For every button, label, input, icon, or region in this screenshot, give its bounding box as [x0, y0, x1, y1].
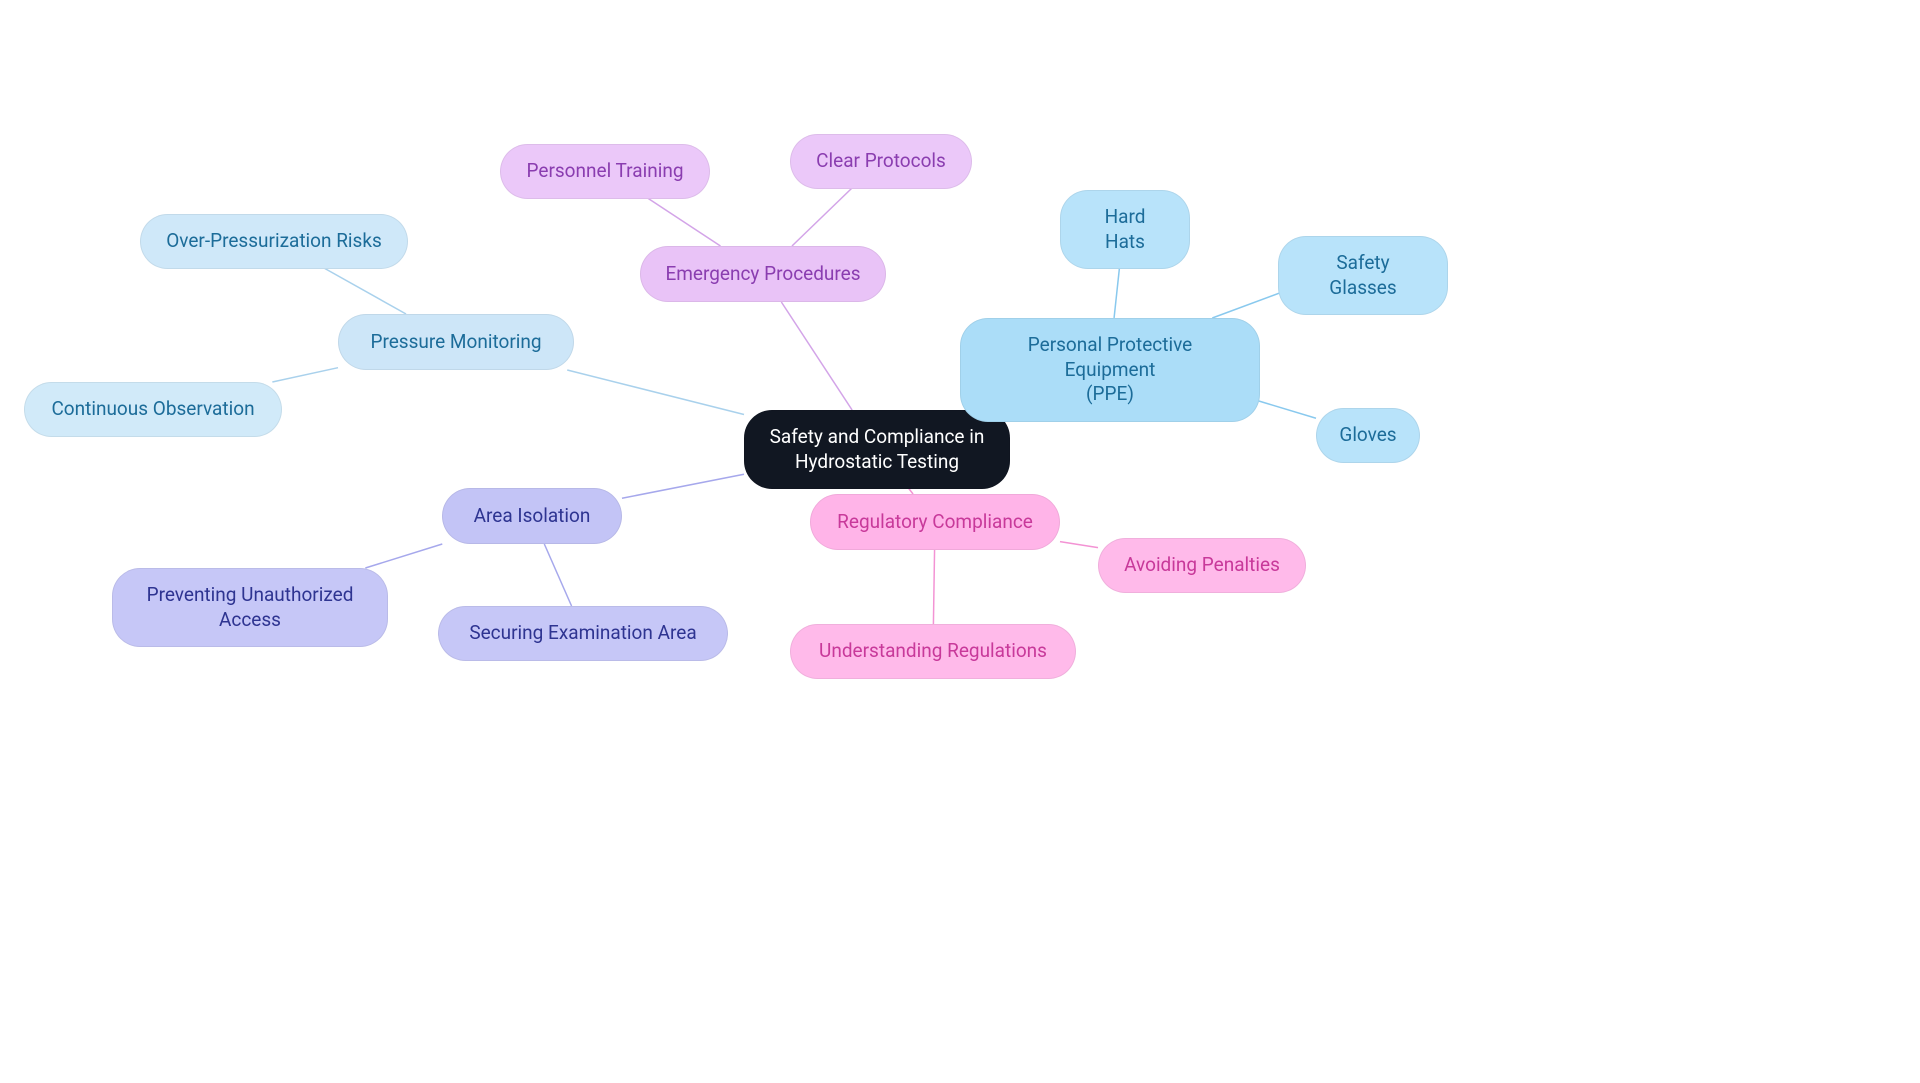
edge	[645, 196, 721, 246]
node-gloves: Gloves	[1316, 408, 1420, 463]
node-label: Over-Pressurization Risks	[166, 229, 382, 254]
node-penalties: Avoiding Penalties	[1098, 538, 1306, 593]
edge	[320, 266, 406, 314]
node-ppe: Personal Protective Equipment (PPE)	[960, 318, 1260, 422]
node-label: Emergency Procedures	[665, 262, 860, 287]
node-label: Avoiding Penalties	[1124, 553, 1280, 578]
node-label: Clear Protocols	[816, 149, 946, 174]
edge	[1060, 542, 1098, 548]
node-label: Regulatory Compliance	[837, 510, 1033, 535]
edge	[933, 550, 934, 624]
node-pressure: Pressure Monitoring	[338, 314, 574, 370]
node-label: Securing Examination Area	[469, 621, 696, 646]
node-training: Personnel Training	[500, 144, 710, 199]
node-label: Continuous Observation	[51, 397, 254, 422]
node-prevent: Preventing Unauthorized Access	[112, 568, 388, 647]
node-label: Personal Protective Equipment (PPE)	[983, 333, 1237, 407]
node-label: Safety and Compliance in Hydrostatic Tes…	[770, 425, 985, 474]
node-understand: Understanding Regulations	[790, 624, 1076, 679]
node-emergency: Emergency Procedures	[640, 246, 886, 302]
node-protocols: Clear Protocols	[790, 134, 972, 189]
node-overpress: Over-Pressurization Risks	[140, 214, 408, 269]
node-center: Safety and Compliance in Hydrostatic Tes…	[744, 410, 1010, 489]
edge	[781, 302, 852, 410]
edge	[792, 186, 854, 246]
edge	[272, 368, 338, 382]
node-area: Area Isolation	[442, 488, 622, 544]
node-label: Area Isolation	[474, 504, 591, 529]
node-hardhats: Hard Hats	[1060, 190, 1190, 269]
node-regcomp: Regulatory Compliance	[810, 494, 1060, 550]
node-label: Pressure Monitoring	[370, 330, 541, 355]
node-contobs: Continuous Observation	[24, 382, 282, 437]
node-securing: Securing Examination Area	[438, 606, 728, 661]
node-label: Personnel Training	[527, 159, 684, 184]
edge	[365, 544, 442, 568]
node-label: Safety Glasses	[1301, 251, 1425, 300]
node-label: Preventing Unauthorized Access	[147, 583, 354, 632]
node-label: Hard Hats	[1083, 205, 1167, 254]
mindmap-canvas: Safety and Compliance in Hydrostatic Tes…	[0, 0, 1920, 1083]
node-glasses: Safety Glasses	[1278, 236, 1448, 315]
edge	[622, 474, 744, 498]
node-label: Understanding Regulations	[819, 639, 1047, 664]
edge	[544, 544, 571, 606]
node-label: Gloves	[1339, 423, 1396, 448]
edge	[567, 370, 744, 415]
